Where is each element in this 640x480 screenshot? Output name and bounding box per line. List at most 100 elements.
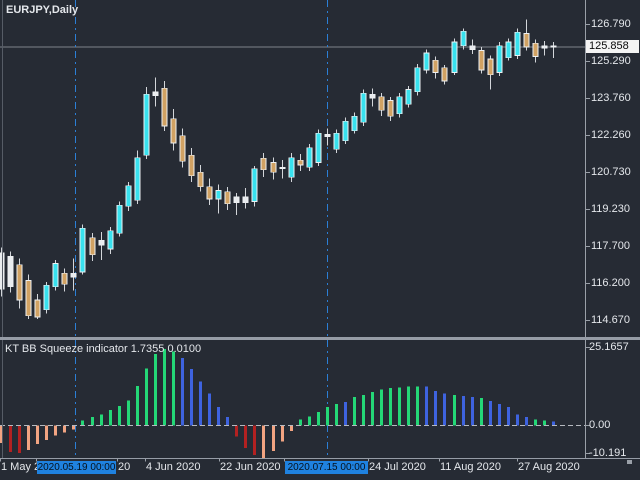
histogram-bar bbox=[380, 389, 383, 426]
histogram-bar bbox=[398, 387, 401, 426]
histogram-bar bbox=[471, 396, 474, 426]
histogram-bar bbox=[208, 393, 211, 426]
time-axis-label: 20 bbox=[118, 461, 131, 473]
histogram-bar bbox=[489, 401, 492, 426]
candle-body bbox=[405, 89, 412, 105]
histogram-bar bbox=[100, 414, 103, 426]
histogram-bar bbox=[308, 416, 311, 426]
candle-body bbox=[125, 185, 132, 207]
time-axis-separator bbox=[0, 458, 640, 459]
histogram-bar bbox=[425, 386, 428, 426]
histogram-bar bbox=[190, 368, 193, 426]
candle-body bbox=[161, 87, 168, 127]
candle-body bbox=[288, 157, 295, 178]
candle-body bbox=[233, 196, 240, 204]
candle-body bbox=[351, 115, 358, 132]
chart-canvas[interactable] bbox=[0, 0, 640, 462]
pane-separator[interactable] bbox=[0, 337, 640, 340]
candle-body bbox=[98, 240, 105, 246]
histogram-bar bbox=[552, 421, 555, 426]
histogram-bar bbox=[389, 388, 392, 426]
time-axis-label: 11 Aug 2020 bbox=[440, 461, 501, 473]
candle-body bbox=[70, 272, 77, 278]
histogram-bar bbox=[217, 407, 220, 426]
indicator-axis-label: -10.191 bbox=[589, 447, 627, 459]
candle-body bbox=[242, 196, 249, 204]
candle-body bbox=[34, 299, 41, 318]
histogram-bar bbox=[281, 425, 284, 442]
histogram-bar bbox=[91, 417, 94, 426]
histogram-bar bbox=[353, 396, 356, 426]
candle-body bbox=[89, 237, 96, 256]
candle-body bbox=[251, 168, 258, 202]
histogram-bar bbox=[371, 392, 374, 426]
histogram-bar bbox=[235, 425, 238, 437]
candle-body bbox=[423, 52, 430, 71]
histogram-bar bbox=[299, 419, 302, 426]
candle-body bbox=[360, 92, 367, 123]
histogram-bar bbox=[81, 420, 84, 426]
histogram-bar bbox=[516, 414, 519, 426]
current-price-tag: 125.858 bbox=[586, 40, 639, 53]
histogram-bar bbox=[543, 420, 546, 426]
histogram-bar bbox=[443, 393, 446, 426]
histogram-bar bbox=[507, 407, 510, 426]
histogram-bar bbox=[9, 425, 12, 452]
histogram-bar bbox=[326, 407, 329, 426]
price-axis-label: 125.290 bbox=[591, 55, 631, 67]
price-axis-label: 114.670 bbox=[591, 314, 630, 326]
histogram-bar bbox=[416, 386, 419, 426]
histogram-bar bbox=[434, 390, 437, 426]
candle-body bbox=[387, 100, 394, 117]
histogram-bar bbox=[136, 385, 139, 426]
histogram-bar bbox=[127, 400, 130, 426]
histogram-bar bbox=[272, 425, 275, 451]
candle-body bbox=[378, 96, 385, 111]
histogram-bar bbox=[163, 348, 166, 426]
time-axis-label: 1 May 2 bbox=[1, 461, 41, 473]
histogram-bar bbox=[45, 425, 48, 440]
candle-body bbox=[315, 132, 322, 163]
histogram-bar bbox=[109, 410, 112, 426]
candle-body bbox=[116, 204, 123, 234]
time-axis-label: 27 Aug 2020 bbox=[518, 461, 580, 473]
indicator-axis-label: 25.1657 bbox=[589, 341, 629, 353]
candle-body bbox=[143, 93, 150, 156]
candle-body bbox=[451, 41, 458, 73]
histogram-bar bbox=[290, 425, 293, 432]
histogram-bar bbox=[118, 406, 121, 426]
candle-body bbox=[532, 42, 539, 57]
price-axis-label: 117.700 bbox=[591, 240, 630, 252]
price-axis-label: 123.760 bbox=[591, 92, 631, 104]
candle-body bbox=[79, 227, 86, 273]
candle-body bbox=[170, 118, 177, 144]
candle-body bbox=[432, 59, 439, 73]
histogram-bar bbox=[317, 412, 320, 426]
price-axis-label: 122.260 bbox=[591, 129, 631, 141]
time-axis-end-marker bbox=[627, 460, 632, 464]
candle-body bbox=[188, 154, 195, 177]
candle-body bbox=[541, 45, 548, 49]
indicator-axis-label: 0.00 bbox=[589, 419, 611, 431]
candle-body bbox=[369, 93, 376, 99]
candle-body bbox=[324, 134, 331, 138]
histogram-bar bbox=[462, 395, 465, 426]
histogram-bar bbox=[253, 425, 256, 456]
candle-body bbox=[224, 191, 231, 205]
histogram-bar bbox=[407, 386, 410, 426]
candle-body bbox=[496, 45, 503, 73]
symbol-timeframe-label: EURJPY,Daily bbox=[6, 4, 79, 16]
time-marker-badge[interactable]: 2020.05.19 00:00 bbox=[37, 461, 116, 474]
histogram-bar bbox=[534, 419, 537, 426]
candle-body bbox=[179, 135, 186, 162]
candle-body bbox=[43, 285, 50, 311]
candle-body bbox=[523, 33, 530, 48]
histogram-bar bbox=[36, 425, 39, 444]
histogram-bar bbox=[525, 417, 528, 426]
time-marker-badge[interactable]: 2020.07.15 00:00 bbox=[285, 461, 368, 474]
candle-body bbox=[197, 171, 204, 188]
histogram-bar bbox=[335, 404, 338, 426]
candle-body bbox=[16, 264, 23, 301]
histogram-bar bbox=[362, 395, 365, 426]
